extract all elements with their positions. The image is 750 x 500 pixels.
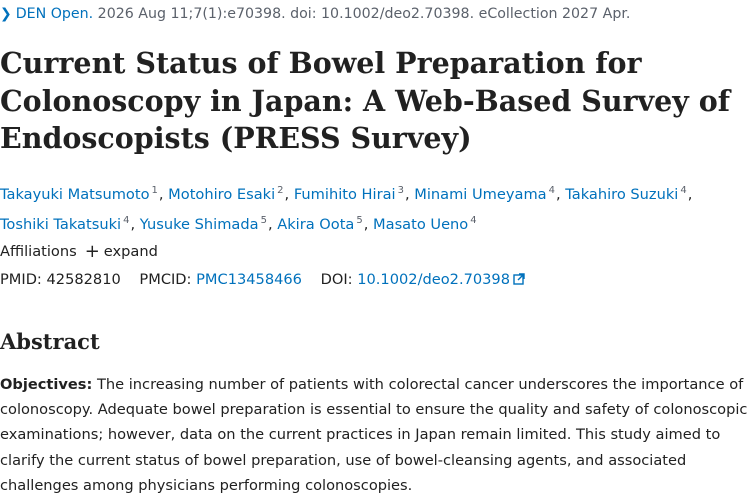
affiliation-ref[interactable]: 4 — [680, 185, 687, 196]
affiliations-toggle[interactable]: Affiliations + expand — [0, 242, 158, 262]
pmid-label: PMID: — [0, 271, 42, 288]
affiliation-ref[interactable]: 4 — [470, 214, 477, 226]
author-link[interactable]: Toshiki Takatsuki — [0, 215, 122, 233]
article-title: Current Status of Bowel Preparation for … — [0, 46, 731, 155]
author-link[interactable]: Minami Umeyama — [414, 186, 547, 203]
author-item: Takayuki Matsumoto 1, — [0, 185, 164, 203]
affiliation-ref[interactable]: 4 — [548, 185, 555, 196]
affiliation-ref[interactable]: 4 — [123, 214, 130, 226]
identifiers-row: PMID: 42582810 PMCID: PMC13458466 DOI: 1… — [0, 270, 525, 291]
author-item: Minami Umeyama 4, — [414, 185, 561, 203]
author-item: Masato Ueno 4 — [373, 214, 478, 233]
chevron-right-icon[interactable]: ❯ — [0, 6, 12, 22]
author-item: Takahiro Suzuki 4, — [565, 185, 693, 203]
doi-link[interactable]: 10.1002/deo2.70398 — [357, 271, 511, 288]
author-link[interactable]: Takahiro Suzuki — [565, 186, 679, 203]
affiliations-label: Affiliations — [0, 243, 77, 260]
external-link-icon[interactable] — [513, 271, 525, 291]
author-link[interactable]: Fumihito Hirai — [293, 186, 396, 203]
pmcid-label: PMCID: — [139, 271, 192, 288]
affiliation-ref[interactable]: 3 — [397, 185, 404, 196]
author-item: Motohiro Esaki 2, — [168, 185, 290, 203]
expand-label: expand — [103, 243, 158, 260]
journal-link[interactable]: DEN Open. — [15, 6, 94, 22]
author-link[interactable]: Masato Ueno — [373, 215, 469, 233]
pmcid-link[interactable]: PMC13458466 — [196, 271, 302, 288]
author-link[interactable]: Yusuke Shimada — [139, 215, 259, 233]
author-list: Takayuki Matsumoto 1, Motohiro Esaki 2, Fu… — [0, 178, 748, 237]
doi-label: DOI: — [320, 271, 353, 288]
abstract-heading: Abstract — [0, 329, 100, 354]
objectives-label: Objectives: — [0, 376, 93, 393]
author-item: Yusuke Shimada 5, — [139, 214, 273, 233]
pmid-value: 42582810 — [46, 271, 121, 288]
author-item: Akira Oota 5, — [277, 214, 369, 233]
affiliation-ref[interactable]: 5 — [260, 214, 267, 226]
author-link[interactable]: Akira Oota — [277, 215, 355, 233]
abstract-objectives: Objectives: The increasing number of pat… — [0, 372, 750, 498]
citation-details: 2026 Aug 11;7(1):e70398. doi: 10.1002/de… — [97, 6, 631, 22]
author-link[interactable]: Takayuki Matsumoto — [0, 186, 150, 203]
affiliation-ref[interactable]: 2 — [277, 185, 284, 196]
objectives-text: The increasing number of patients with c… — [0, 376, 748, 494]
plus-icon: + — [84, 241, 100, 262]
author-item: Toshiki Takatsuki 4, — [0, 214, 136, 233]
affiliation-ref[interactable]: 1 — [151, 185, 158, 196]
author-item: Fumihito Hirai 3, — [293, 185, 410, 203]
author-link[interactable]: Motohiro Esaki — [168, 186, 276, 203]
citation-line: ❯ DEN Open. 2026 Aug 11;7(1):e70398. doi:… — [0, 5, 630, 23]
affiliation-ref[interactable]: 5 — [356, 214, 363, 226]
